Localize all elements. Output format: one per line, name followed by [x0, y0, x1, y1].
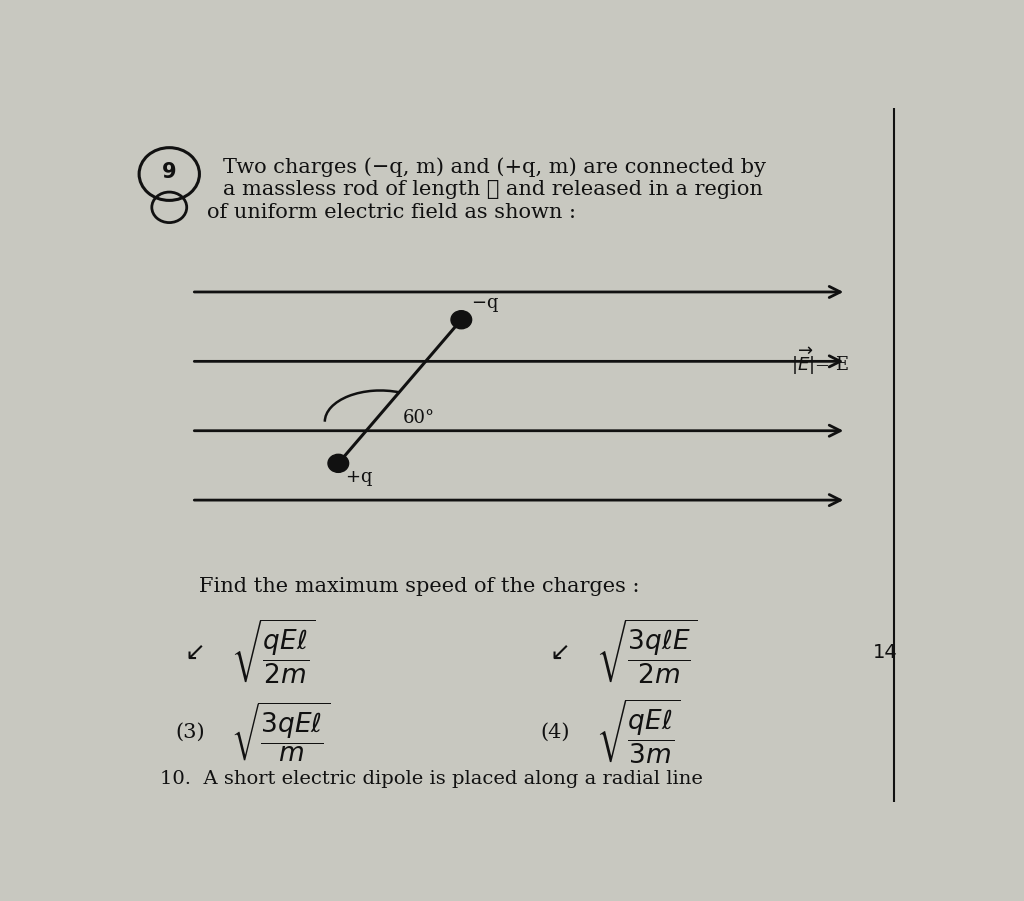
Text: $\swarrow$: $\swarrow$ [545, 641, 569, 665]
Text: Find the maximum speed of the charges :: Find the maximum speed of the charges : [200, 578, 640, 596]
Text: 14: 14 [873, 643, 898, 662]
Text: $\sqrt{\dfrac{qE\ell}{2m}}$: $\sqrt{\dfrac{qE\ell}{2m}}$ [231, 618, 315, 687]
Text: $\sqrt{\dfrac{3q\ell E}{2m}}$: $\sqrt{\dfrac{3q\ell E}{2m}}$ [596, 618, 697, 687]
Text: $\sqrt{\dfrac{3qE\ell}{m}}$: $\sqrt{\dfrac{3qE\ell}{m}}$ [231, 700, 331, 765]
Text: $-$q: $-$q [471, 296, 499, 314]
Text: 9: 9 [162, 162, 176, 182]
Text: a massless rod of length ℓ and released in a region: a massless rod of length ℓ and released … [223, 180, 763, 199]
Text: (4): (4) [541, 723, 570, 742]
Text: 10.  A short electric dipole is placed along a radial line: 10. A short electric dipole is placed al… [160, 770, 702, 788]
Text: $\sqrt{\dfrac{qE\ell}{3m}}$: $\sqrt{\dfrac{qE\ell}{3m}}$ [596, 698, 681, 767]
Circle shape [328, 454, 348, 472]
Text: 60°: 60° [402, 409, 435, 427]
Text: $\overrightarrow{|E|}$= E: $\overrightarrow{|E|}$= E [791, 345, 849, 378]
Text: $\swarrow$: $\swarrow$ [179, 641, 204, 665]
Circle shape [451, 311, 472, 329]
Text: (3): (3) [176, 723, 205, 742]
Text: $+$q: $+$q [345, 469, 373, 487]
Text: of uniform electric field as shown :: of uniform electric field as shown : [207, 204, 577, 223]
Text: Two charges (−q, m) and (+q, m) are connected by: Two charges (−q, m) and (+q, m) are conn… [223, 158, 766, 177]
